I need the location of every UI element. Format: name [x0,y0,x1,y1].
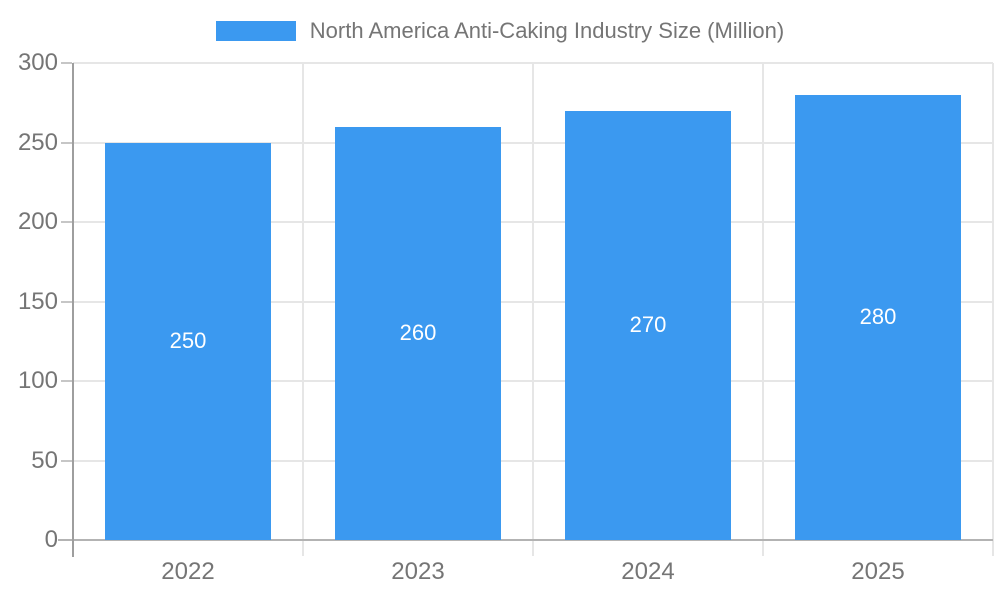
category-gridline [532,63,534,540]
y-tick-label: 300 [17,49,58,76]
y-axis-line [72,63,74,557]
x-tick-label: 2023 [391,558,445,585]
category-gridline [762,63,764,540]
bar-value-label: 250 [169,328,207,354]
y-axis-tick [61,221,72,223]
y-axis-tick [61,141,72,144]
y-tick-label: 0 [44,526,58,553]
legend-label: North America Anti-Caking Industry Size … [309,18,785,43]
legend-swatch-icon [215,21,296,41]
bar [565,110,731,540]
y-tick-label: 200 [17,208,58,235]
x-axis-baseline [58,539,993,541]
y-axis-tick [61,459,72,462]
y-tick-label: 50 [31,446,58,474]
category-tick [302,540,304,556]
bar-value-label: 260 [399,320,437,346]
category-tick [762,540,764,556]
category-tick [992,540,994,556]
y-axis-tick [61,380,72,382]
category-gridline [992,63,994,540]
category-tick [532,540,534,556]
y-tick-label: 100 [17,367,58,394]
bar [795,94,961,540]
x-tick-label: 2024 [621,558,675,585]
x-tick-label: 2022 [161,558,215,585]
category-gridline [302,63,304,540]
bar-value-label: 280 [859,304,897,330]
bar-value-label: 270 [629,312,667,338]
y-axis-tick [61,300,72,303]
y-tick-label: 150 [17,287,58,315]
bar [335,126,501,540]
y-axis-tick [61,62,72,64]
chart-legend: North America Anti-Caking Industry Size … [0,18,1000,44]
bar [105,142,271,540]
y-tick-label: 250 [17,128,58,156]
x-tick-label: 2025 [851,558,905,585]
